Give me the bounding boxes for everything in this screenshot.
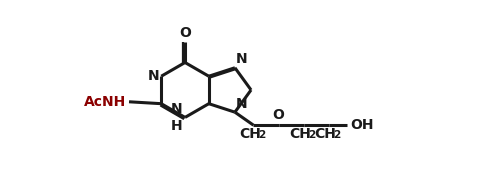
Text: H: H (171, 119, 183, 133)
Text: N: N (236, 97, 248, 111)
Text: 2: 2 (258, 130, 265, 140)
Text: OH: OH (350, 118, 373, 132)
Text: N: N (171, 102, 183, 116)
Text: CH: CH (290, 127, 312, 141)
Text: O: O (179, 26, 191, 40)
Text: 2: 2 (308, 130, 315, 140)
Text: N: N (147, 69, 159, 83)
Text: CH: CH (240, 127, 261, 141)
Text: O: O (272, 108, 284, 122)
Text: N: N (236, 52, 248, 66)
Text: CH: CH (315, 127, 336, 141)
Text: AcNH: AcNH (83, 95, 126, 109)
Text: 2: 2 (333, 130, 340, 140)
